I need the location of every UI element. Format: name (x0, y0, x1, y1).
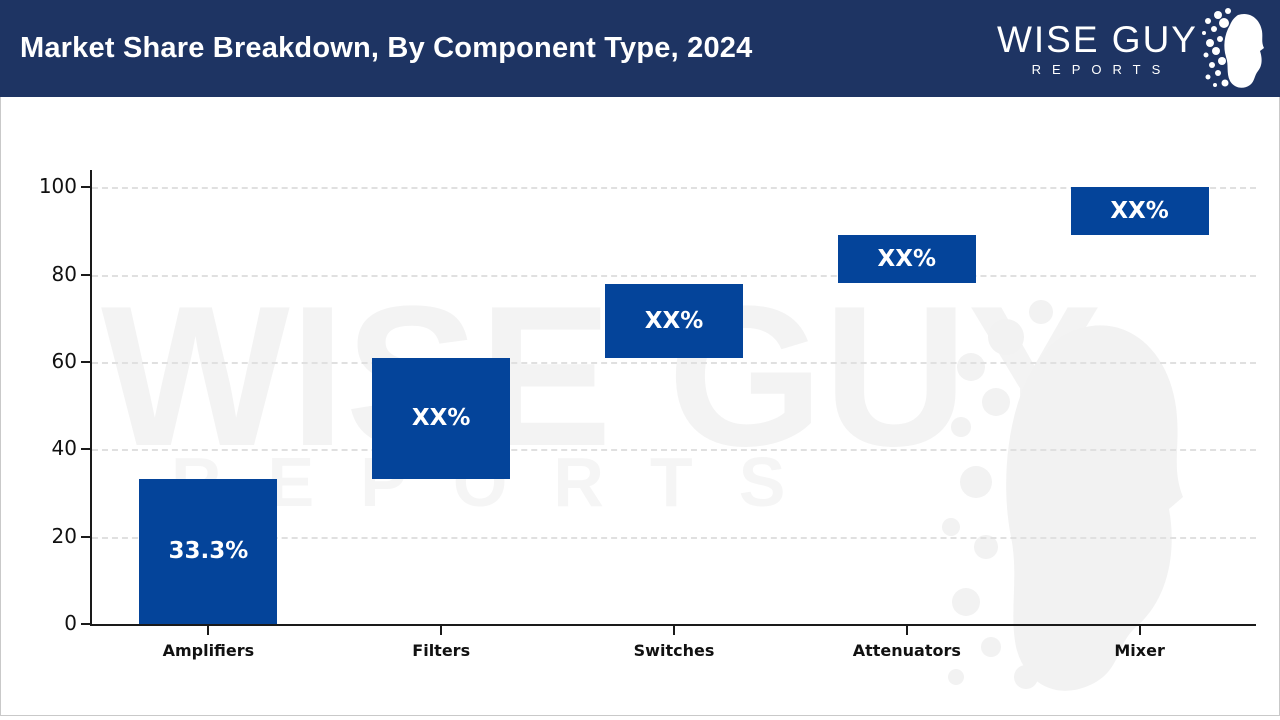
y-gridline (92, 536, 1256, 539)
bar-value-label: XX% (411, 405, 471, 432)
bar-segment: 33.3% (139, 478, 278, 624)
bar-segment: XX% (837, 235, 976, 284)
logo-subtext: REPORTS (1031, 61, 1172, 77)
x-tick-mark (207, 626, 210, 635)
x-tick-label: Mixer (1114, 641, 1165, 660)
x-tick-mark (440, 626, 443, 635)
y-tick-mark (81, 448, 90, 451)
bar-segment: XX% (372, 357, 511, 479)
y-tick-mark (81, 273, 90, 276)
y-tick-mark (81, 186, 90, 189)
logo-wordmark-block: WISE GUY REPORTS (996, 19, 1198, 77)
y-tick-label: 0 (64, 611, 77, 635)
y-gridline (92, 187, 1256, 190)
bar-value-label: XX% (877, 246, 937, 273)
bar-segment: XX% (1070, 187, 1209, 236)
plot-area: 0 20 40 60 80 100 33.3% Amplifiers XX% Filters XX%… (39, 170, 1256, 660)
logo-wordmark: WISE GUY (996, 19, 1198, 61)
wiseguy-logo: WISE GUY REPORTS (997, 6, 1266, 92)
x-tick-label: Attenuators (852, 641, 961, 660)
y-tick-label: 80 (51, 261, 77, 286)
y-gridline (92, 274, 1256, 277)
y-tick-label: 60 (51, 349, 77, 374)
y-gridline (92, 449, 1256, 452)
x-tick-mark (1138, 626, 1141, 635)
chart-card: WISE GUY REPORTS 0 20 40 60 80 100 33.3% Amplif… (0, 97, 1280, 716)
bar-segment: XX% (605, 283, 743, 358)
x-tick-label: Amplifiers (162, 641, 255, 660)
x-tick-label: Filters (412, 641, 471, 660)
logo-face-icon (1202, 8, 1264, 88)
x-tick-mark (905, 626, 908, 635)
page-title: Market Share Breakdown, By Component Typ… (20, 32, 753, 64)
bar-value-label: XX% (644, 307, 704, 334)
y-tick-label: 100 (38, 174, 77, 199)
bar-value-label: 33.3% (168, 538, 249, 565)
y-tick-mark (81, 623, 90, 625)
y-tick-label: 40 (51, 436, 77, 461)
header-bar: Market Share Breakdown, By Component Typ… (0, 0, 1280, 97)
y-tick-mark (81, 535, 90, 538)
y-tick-mark (81, 361, 90, 364)
y-gridline (92, 362, 1256, 365)
x-tick-label: Switches (633, 641, 715, 660)
watermark-face-icon (942, 300, 1183, 691)
x-tick-mark (673, 626, 675, 635)
y-tick-label: 20 (51, 523, 77, 548)
bar-value-label: XX% (1110, 198, 1169, 225)
